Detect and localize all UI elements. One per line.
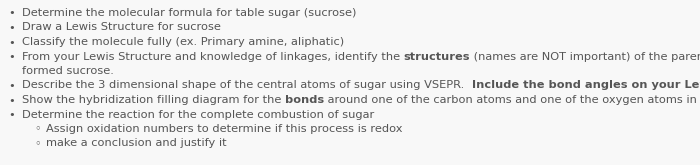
Text: (names are NOT important) of the parent molecules that: (names are NOT important) of the parent …: [470, 51, 700, 62]
Text: Determine the reaction for the complete combustion of sugar: Determine the reaction for the complete …: [22, 110, 374, 119]
Text: ◦: ◦: [34, 139, 41, 149]
Text: •: •: [8, 81, 15, 91]
Text: •: •: [8, 9, 15, 18]
Text: Include the bond angles on your Lewis structure: Include the bond angles on your Lewis st…: [472, 81, 700, 90]
Text: •: •: [8, 110, 15, 120]
Text: •: •: [8, 96, 15, 105]
Text: •: •: [8, 52, 15, 62]
Text: Classify the molecule fully (ex. Primary amine, aliphatic): Classify the molecule fully (ex. Primary…: [22, 37, 344, 47]
Text: structures: structures: [404, 51, 470, 62]
Text: Draw a Lewis Structure for sucrose: Draw a Lewis Structure for sucrose: [22, 22, 221, 33]
Text: formed sucrose.: formed sucrose.: [22, 66, 114, 76]
Text: Assign oxidation numbers to determine if this process is redox: Assign oxidation numbers to determine if…: [46, 124, 402, 134]
Text: •: •: [8, 37, 15, 48]
Text: Determine the molecular formula for table sugar (sucrose): Determine the molecular formula for tabl…: [22, 8, 356, 18]
Text: make a conclusion and justify it: make a conclusion and justify it: [46, 138, 227, 148]
Text: ◦: ◦: [34, 125, 41, 134]
Text: Show the hybridization filling diagram for the: Show the hybridization filling diagram f…: [22, 95, 285, 105]
Text: around one of the carbon atoms and one of the oxygen atoms in the molecule: around one of the carbon atoms and one o…: [324, 95, 700, 105]
Text: Describe the 3 dimensional shape of the central atoms of sugar using VSEPR.: Describe the 3 dimensional shape of the …: [22, 81, 472, 90]
Text: bonds: bonds: [285, 95, 324, 105]
Text: •: •: [8, 23, 15, 33]
Text: From your Lewis Structure and knowledge of linkages, identify the: From your Lewis Structure and knowledge …: [22, 51, 404, 62]
